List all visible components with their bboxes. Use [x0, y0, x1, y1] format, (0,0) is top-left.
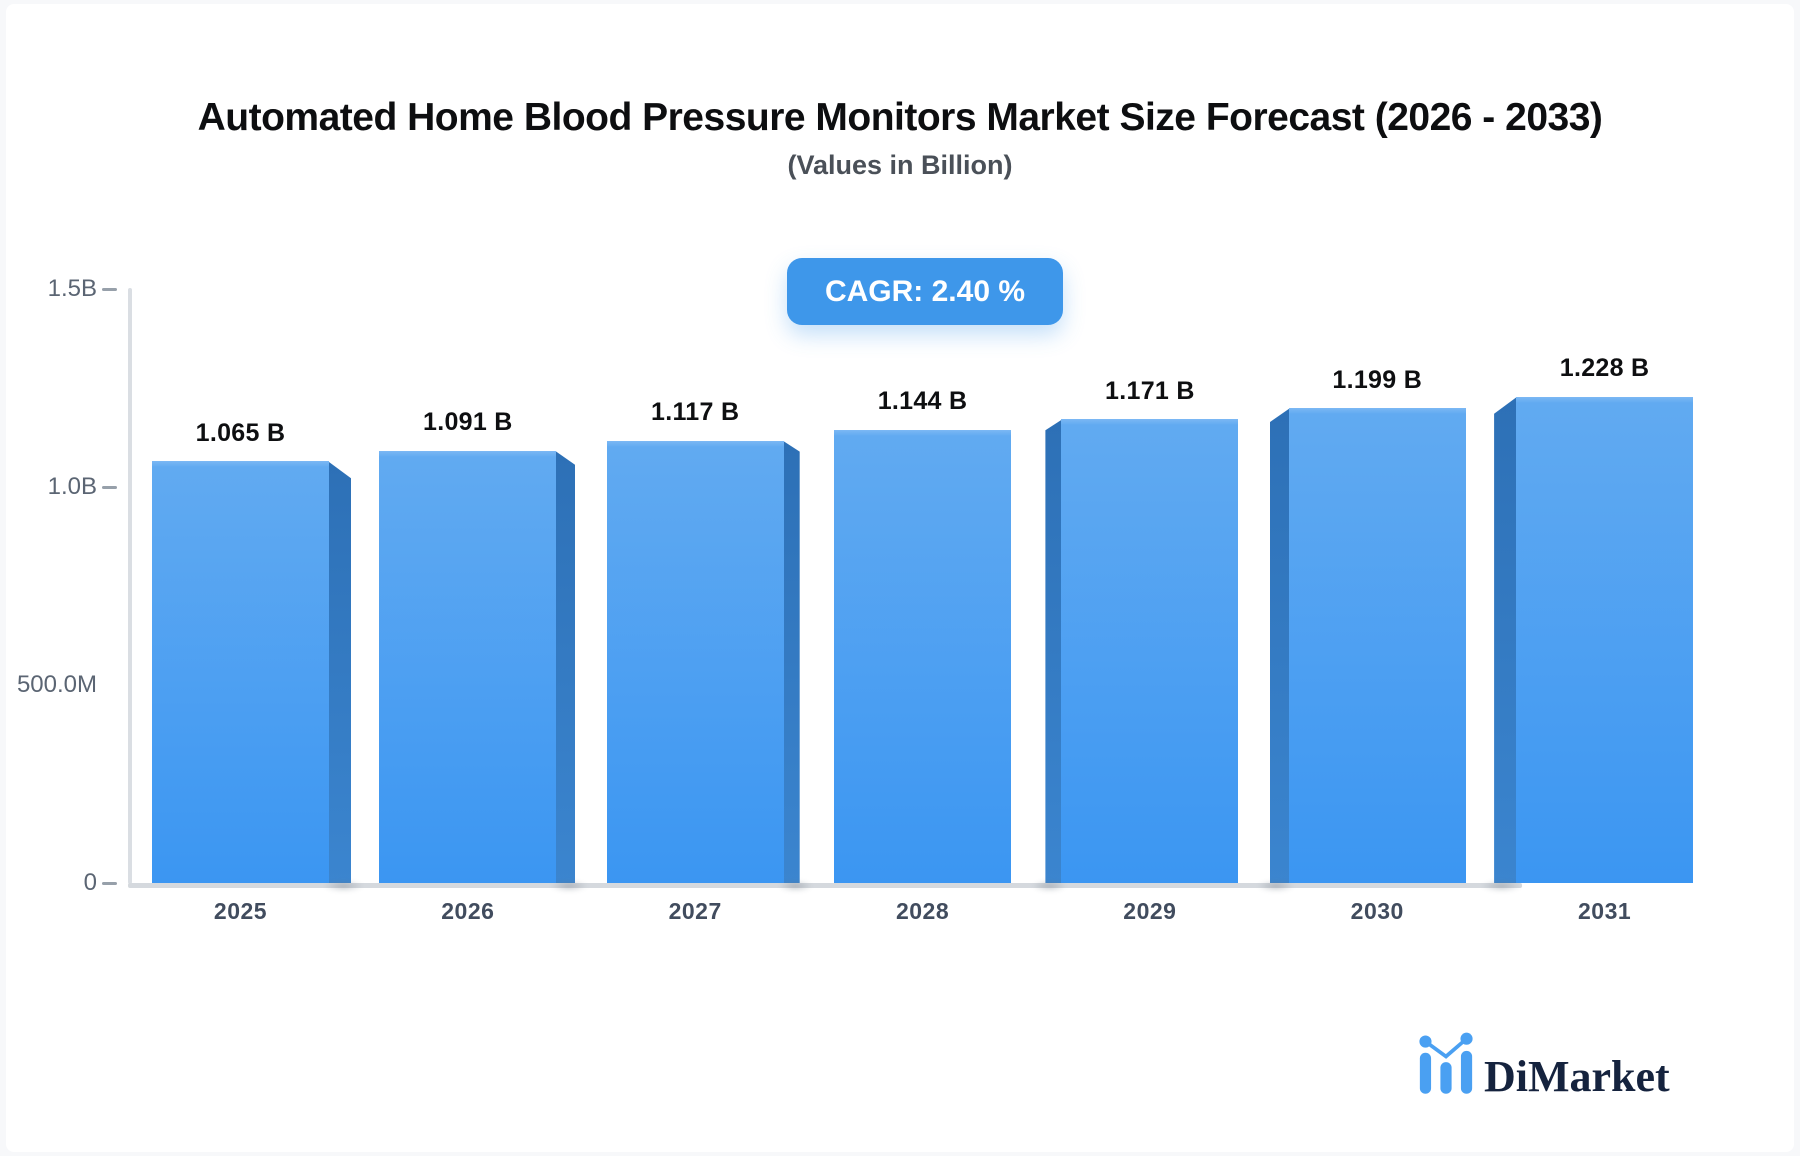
bar-3d-side-face [328, 461, 351, 883]
x-axis-category-label: 2026 [441, 898, 495, 924]
bar-column[interactable] [152, 461, 329, 883]
bar-column[interactable] [834, 429, 1012, 883]
bar-column[interactable] [379, 450, 557, 883]
y-axis-tick-label: 1.0B [47, 473, 97, 500]
chart-title: Automated Home Blood Pressure Monitors M… [197, 96, 1603, 139]
bar-3d-side-face [782, 440, 800, 883]
y-axis-tick-mark [102, 485, 117, 489]
y-axis-tick-mark [102, 287, 117, 291]
x-axis-line [128, 883, 1522, 888]
bar-column[interactable] [1061, 419, 1239, 883]
bar-3d-side-face [555, 450, 576, 883]
brand-logo: DiMarket [1418, 1032, 1670, 1099]
x-axis-category-label: 2030 [1350, 898, 1404, 924]
y-axis-tick-label: 0 [83, 869, 97, 896]
brand-logo-text: DiMarket [1484, 1052, 1670, 1101]
x-axis-category-label: 2025 [213, 898, 268, 924]
cagr-badge-label: CAGR: 2.40 % [824, 274, 1026, 308]
bar-column[interactable] [1288, 408, 1466, 883]
x-axis-category-label: 2031 [1578, 898, 1632, 924]
bar-column[interactable] [606, 440, 784, 883]
y-axis-line [128, 288, 132, 884]
bar-chart-logo-icon [1418, 1032, 1474, 1099]
chart-subtitle: (Values in Billion) [787, 150, 1013, 180]
bar-3d-side-face [1045, 419, 1063, 883]
y-axis-tick-label: 1.5B [47, 275, 97, 302]
bar-column[interactable] [1516, 396, 1694, 883]
bar-value-label: 1.171 B [1105, 376, 1195, 405]
bar-3d-side-face [1269, 408, 1290, 883]
y-axis-tick-label: 500.0M [16, 671, 97, 698]
bar-value-label: 1.091 B [423, 408, 513, 437]
x-axis-category-label: 2029 [1123, 898, 1177, 924]
bar-value-label: 1.065 B [195, 418, 286, 447]
bar-value-label: 1.144 B [877, 387, 968, 416]
bar-value-label: 1.199 B [1332, 365, 1423, 394]
x-axis-category-label: 2028 [895, 898, 950, 924]
bar-3d-side-face [1494, 396, 1518, 883]
bar-value-label: 1.228 B [1559, 354, 1650, 383]
cagr-badge: CAGR: 2.40 % [787, 258, 1063, 325]
bar-value-label: 1.117 B [651, 398, 740, 427]
x-axis-category-label: 2027 [668, 898, 722, 924]
y-axis-tick-mark [102, 881, 117, 885]
